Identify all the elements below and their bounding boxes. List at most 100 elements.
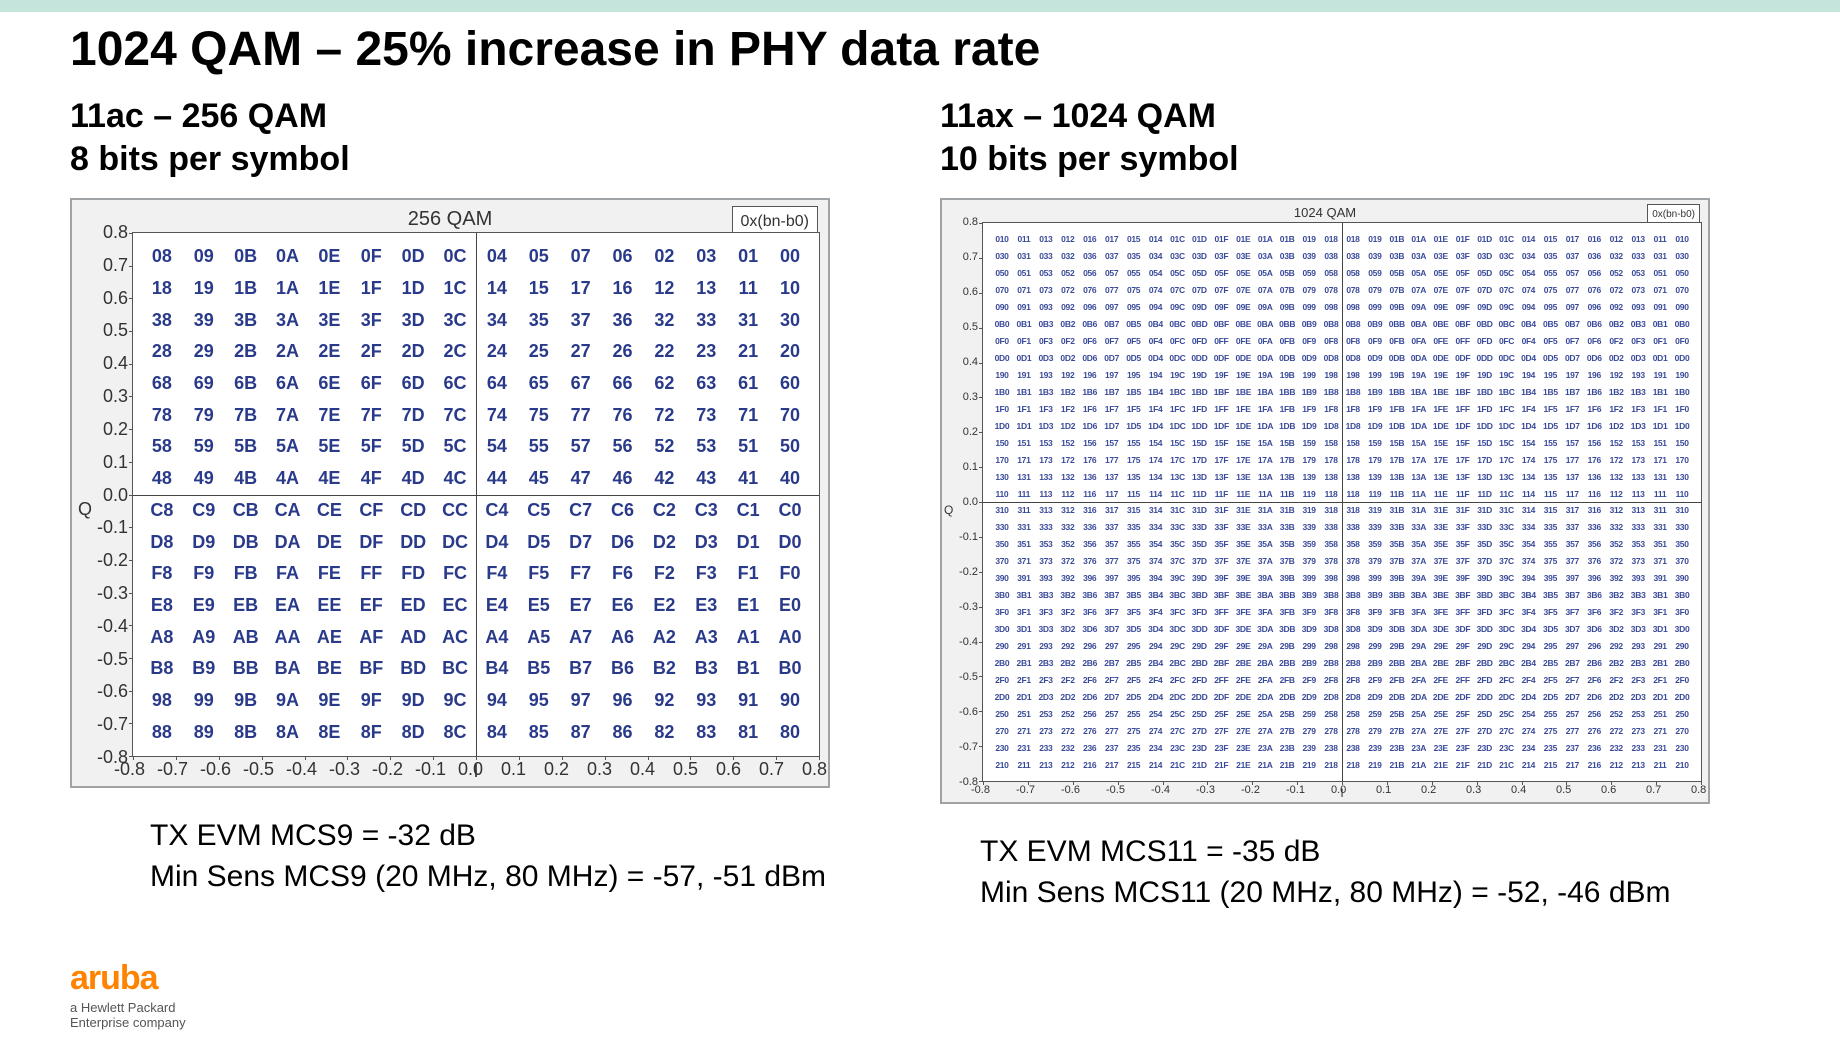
- constellation-point: 052: [1605, 265, 1627, 282]
- constellation-point: FE: [309, 558, 351, 590]
- constellation-point: 2F: [350, 336, 392, 368]
- constellation-point: 2FD: [1474, 671, 1496, 688]
- constellation-point: 1FF: [1452, 400, 1474, 417]
- constellation-point: 39E: [1430, 570, 1452, 587]
- constellation-point: 3F8: [1320, 604, 1342, 621]
- constellation-point: 1BD: [1474, 383, 1496, 400]
- constellation-point: 297: [1561, 638, 1583, 655]
- constellation-point: 2D1: [1013, 688, 1035, 705]
- constellation-point: 0F1: [1013, 333, 1035, 350]
- constellation-point: 255: [1123, 705, 1145, 722]
- constellation-point: 116: [1079, 485, 1101, 502]
- constellation-point: 26: [602, 336, 644, 368]
- constellation-point: FB: [225, 558, 267, 590]
- constellation-point: 3D9: [1364, 621, 1386, 638]
- constellation-point: 294: [1518, 638, 1540, 655]
- constellation-point: 336: [1079, 519, 1101, 536]
- constellation-point: 374: [1145, 553, 1167, 570]
- constellation-point: 275: [1539, 722, 1561, 739]
- constellation-point: 3D1: [1013, 621, 1035, 638]
- constellation-point: 3D9: [1298, 621, 1320, 638]
- constellation-point: 01F: [1452, 231, 1474, 248]
- constellation-point: 19F: [1452, 367, 1474, 384]
- constellation-point: 395: [1539, 570, 1561, 587]
- constellation-point: C8: [141, 495, 183, 527]
- constellation-point: 018: [1320, 231, 1342, 248]
- constellation-point: 2FA: [1408, 671, 1430, 688]
- constellation-point: BD: [392, 653, 434, 685]
- constellation-point: 290: [991, 638, 1013, 655]
- constellation-point: 2F3: [1627, 671, 1649, 688]
- constellation-point: 017: [1101, 231, 1123, 248]
- constellation-point: 1BA: [1408, 383, 1430, 400]
- constellation-point: 57: [560, 431, 602, 463]
- constellation-point: 2DC: [1496, 688, 1518, 705]
- constellation-point: 72: [644, 399, 686, 431]
- constellation-point: 2D4: [1518, 688, 1540, 705]
- constellation-point: 0FE: [1232, 333, 1254, 350]
- constellation-point: 232: [1057, 739, 1079, 756]
- constellation-point: 312: [1605, 502, 1627, 519]
- constellation-point: CB: [225, 495, 267, 527]
- constellation-point: 3D0: [991, 621, 1013, 638]
- constellation-point: 2BA: [1254, 654, 1276, 671]
- constellation-point: 012: [1057, 231, 1079, 248]
- constellation-point: 5E: [309, 431, 351, 463]
- constellation-point: 0D7: [1561, 350, 1583, 367]
- logo-subtitle: a Hewlett Packard Enterprise company: [70, 1000, 186, 1031]
- constellation-point: 314: [1518, 502, 1540, 519]
- constellation-point: 15E: [1430, 434, 1452, 451]
- constellation-point: 052: [1057, 265, 1079, 282]
- constellation-point: 21F: [1452, 756, 1474, 773]
- constellation-point: 2B1: [1649, 654, 1671, 671]
- chart-256-plot-wrap: Q 0.80.70.60.50.40.30.20.10.0-0.1-0.2-0.…: [80, 232, 820, 757]
- constellation-point: 13A: [1408, 468, 1430, 485]
- constellation-point: 25D: [1474, 705, 1496, 722]
- constellation-point: 3B9: [1364, 587, 1386, 604]
- constellation-point: 32: [644, 304, 686, 336]
- constellation-point: 35E: [1430, 536, 1452, 553]
- constellation-point: 155: [1539, 434, 1561, 451]
- constellation-point: 1D3: [1035, 417, 1057, 434]
- constellation-point: 21E: [1430, 756, 1452, 773]
- constellation-point: 3DE: [1430, 621, 1452, 638]
- constellation-point: 3F1: [1649, 604, 1671, 621]
- constellation-point: 1DF: [1452, 417, 1474, 434]
- constellation-point: 077: [1101, 282, 1123, 299]
- constellation-point: 3B2: [1605, 587, 1627, 604]
- constellation-point: 299: [1364, 638, 1386, 655]
- constellation-point: 234: [1145, 739, 1167, 756]
- constellation-point: F8: [141, 558, 183, 590]
- constellation-point: 1BB: [1276, 383, 1298, 400]
- constellation-point: 094: [1145, 299, 1167, 316]
- constellation-point: 15C: [1496, 434, 1518, 451]
- constellation-point: 178: [1342, 451, 1364, 468]
- constellation-point: 392: [1057, 570, 1079, 587]
- constellation-point: 39F: [1210, 570, 1232, 587]
- constellation-point: 396: [1079, 570, 1101, 587]
- constellation-point: 214: [1518, 756, 1540, 773]
- constellation-point: 0D0: [991, 350, 1013, 367]
- constellation-point: 3FF: [1210, 604, 1232, 621]
- constellation-point: 055: [1123, 265, 1145, 282]
- constellation-point: 37B: [1276, 553, 1298, 570]
- constellation-point: 4A: [267, 463, 309, 495]
- constellation-point: 29C: [1496, 638, 1518, 655]
- constellation-point: 27F: [1452, 722, 1474, 739]
- constellation-point: 1F0: [991, 400, 1013, 417]
- constellation-point: 2B7: [1561, 654, 1583, 671]
- constellation-point: 2DF: [1210, 688, 1232, 705]
- constellation-point: 372: [1605, 553, 1627, 570]
- constellation-point: 2F5: [1123, 671, 1145, 688]
- constellation-point: 1D1: [1013, 417, 1035, 434]
- constellation-point: 173: [1035, 451, 1057, 468]
- constellation-point: 015: [1539, 231, 1561, 248]
- constellation-point: 3A: [267, 304, 309, 336]
- constellation-point: 13C: [1496, 468, 1518, 485]
- constellation-point: 37C: [1496, 553, 1518, 570]
- constellation-point: 35C: [1496, 536, 1518, 553]
- constellation-point: 64: [476, 368, 518, 400]
- constellation-point: 395: [1123, 570, 1145, 587]
- constellation-point: 198: [1320, 367, 1342, 384]
- constellation-point: 070: [1671, 282, 1693, 299]
